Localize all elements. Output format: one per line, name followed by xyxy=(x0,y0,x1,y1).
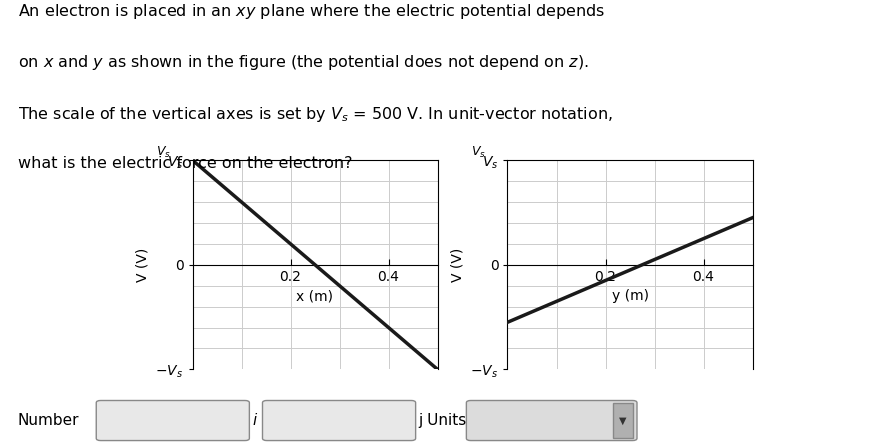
Text: i: i xyxy=(252,413,256,428)
Text: what is the electric force on the electron?: what is the electric force on the electr… xyxy=(18,156,352,171)
Text: $V_s$: $V_s$ xyxy=(156,145,171,160)
Text: The scale of the vertical axes is set by $V_s$ = 500 V. In unit-vector notation,: The scale of the vertical axes is set by… xyxy=(18,105,612,124)
Text: on $x$ and $y$ as shown in the figure (the potential does not depend on $z$).: on $x$ and $y$ as shown in the figure (t… xyxy=(18,53,588,73)
Y-axis label: V (V): V (V) xyxy=(451,248,465,282)
Text: Number: Number xyxy=(18,413,79,428)
X-axis label: y (m): y (m) xyxy=(612,289,648,303)
Y-axis label: V (V): V (V) xyxy=(136,248,150,282)
Text: An electron is placed in an $xy$ plane where the electric potential depends: An electron is placed in an $xy$ plane w… xyxy=(18,2,605,21)
Text: ▼: ▼ xyxy=(620,416,626,425)
Text: $V_s$: $V_s$ xyxy=(471,145,486,160)
X-axis label: x (m): x (m) xyxy=(297,289,333,303)
Text: j Units: j Units xyxy=(418,413,466,428)
